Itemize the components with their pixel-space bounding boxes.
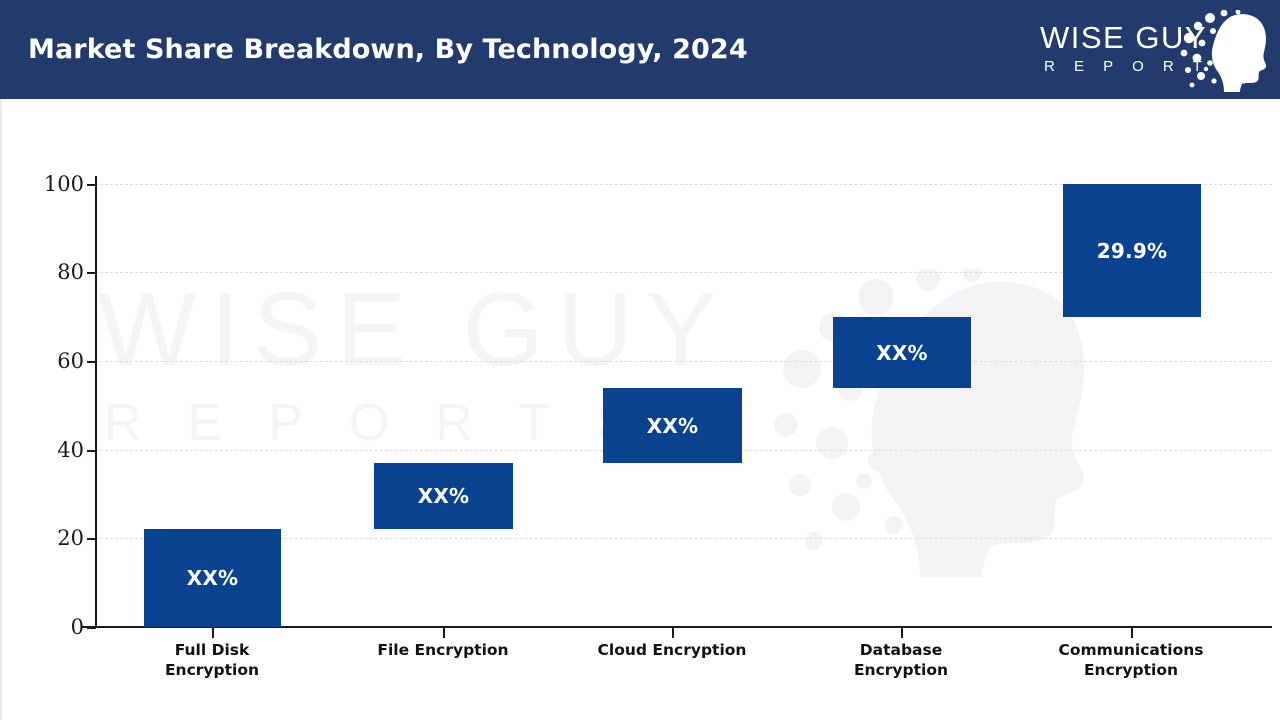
y-axis-line: [95, 176, 97, 628]
logo-primary-text: WISE GUY: [1040, 19, 1208, 55]
y-axis-label-80: 80: [57, 260, 84, 284]
y-axis-label-100: 100: [43, 172, 84, 196]
y-axis-label-60: 60: [57, 349, 84, 373]
y-axis-label-20: 20: [57, 526, 84, 550]
bar-value-label: XX%: [646, 413, 699, 438]
x-axis-category-label-0: Full Disk Encryption: [164, 641, 260, 679]
y-axis-label-40: 40: [57, 438, 84, 462]
y-tick-20: [87, 538, 96, 540]
head-profile-dots-icon: [1180, 9, 1272, 98]
x-axis-line: [82, 626, 1272, 629]
x-tick-4: [1131, 628, 1133, 638]
bar-value-label: 29.9%: [1096, 238, 1168, 263]
y-tick-0: [87, 627, 96, 629]
bar-file-encryption[interactable]: XX%: [374, 463, 513, 529]
bar-value-label: XX%: [186, 566, 239, 590]
bar-full-disk-encryption[interactable]: XX%: [144, 529, 281, 627]
chart-container: WISE GUY REPORTS: [0, 99, 1280, 720]
x-axis-category-label-3: Database Encryption: [853, 641, 949, 679]
page-header: Market Share Breakdown, By Technology, 2…: [0, 0, 1280, 99]
logo-secondary-text: R E P O R T S: [1044, 57, 1239, 75]
bar-value-label: XX%: [417, 484, 470, 508]
bar-cloud-encryption[interactable]: XX%: [603, 388, 742, 463]
x-tick-1: [443, 628, 445, 638]
bar-communications-encryption[interactable]: 29.9%: [1063, 184, 1201, 317]
x-tick-2: [672, 628, 674, 638]
y-axis-label-0: 0: [70, 615, 84, 639]
gridline-60: [95, 361, 1272, 362]
wise-guy-reports-logo: WISE GUY R E P O R T S: [1012, 6, 1274, 94]
y-tick-60: [87, 361, 96, 363]
gridline-80: [95, 272, 1272, 273]
x-tick-3: [901, 628, 903, 638]
x-axis-category-label-4: Communications Encryption: [1058, 641, 1204, 679]
y-tick-40: [87, 450, 96, 452]
x-tick-0: [212, 628, 214, 638]
gridline-20: [95, 538, 1272, 539]
y-tick-100: [87, 184, 96, 186]
y-tick-80: [87, 272, 96, 274]
x-axis-category-label-2: Cloud Encryption: [597, 641, 747, 659]
page-title: Market Share Breakdown, By Technology, 2…: [28, 34, 748, 65]
bar-value-label: XX%: [876, 340, 928, 365]
plot-area: 100 80 60 40 20 0 XX% XX% XX% XX%: [2, 99, 1280, 720]
bar-database-encryption[interactable]: XX%: [833, 317, 971, 388]
gridline-100: [95, 184, 1272, 185]
x-axis-category-label-1: File Encryption: [377, 641, 509, 659]
